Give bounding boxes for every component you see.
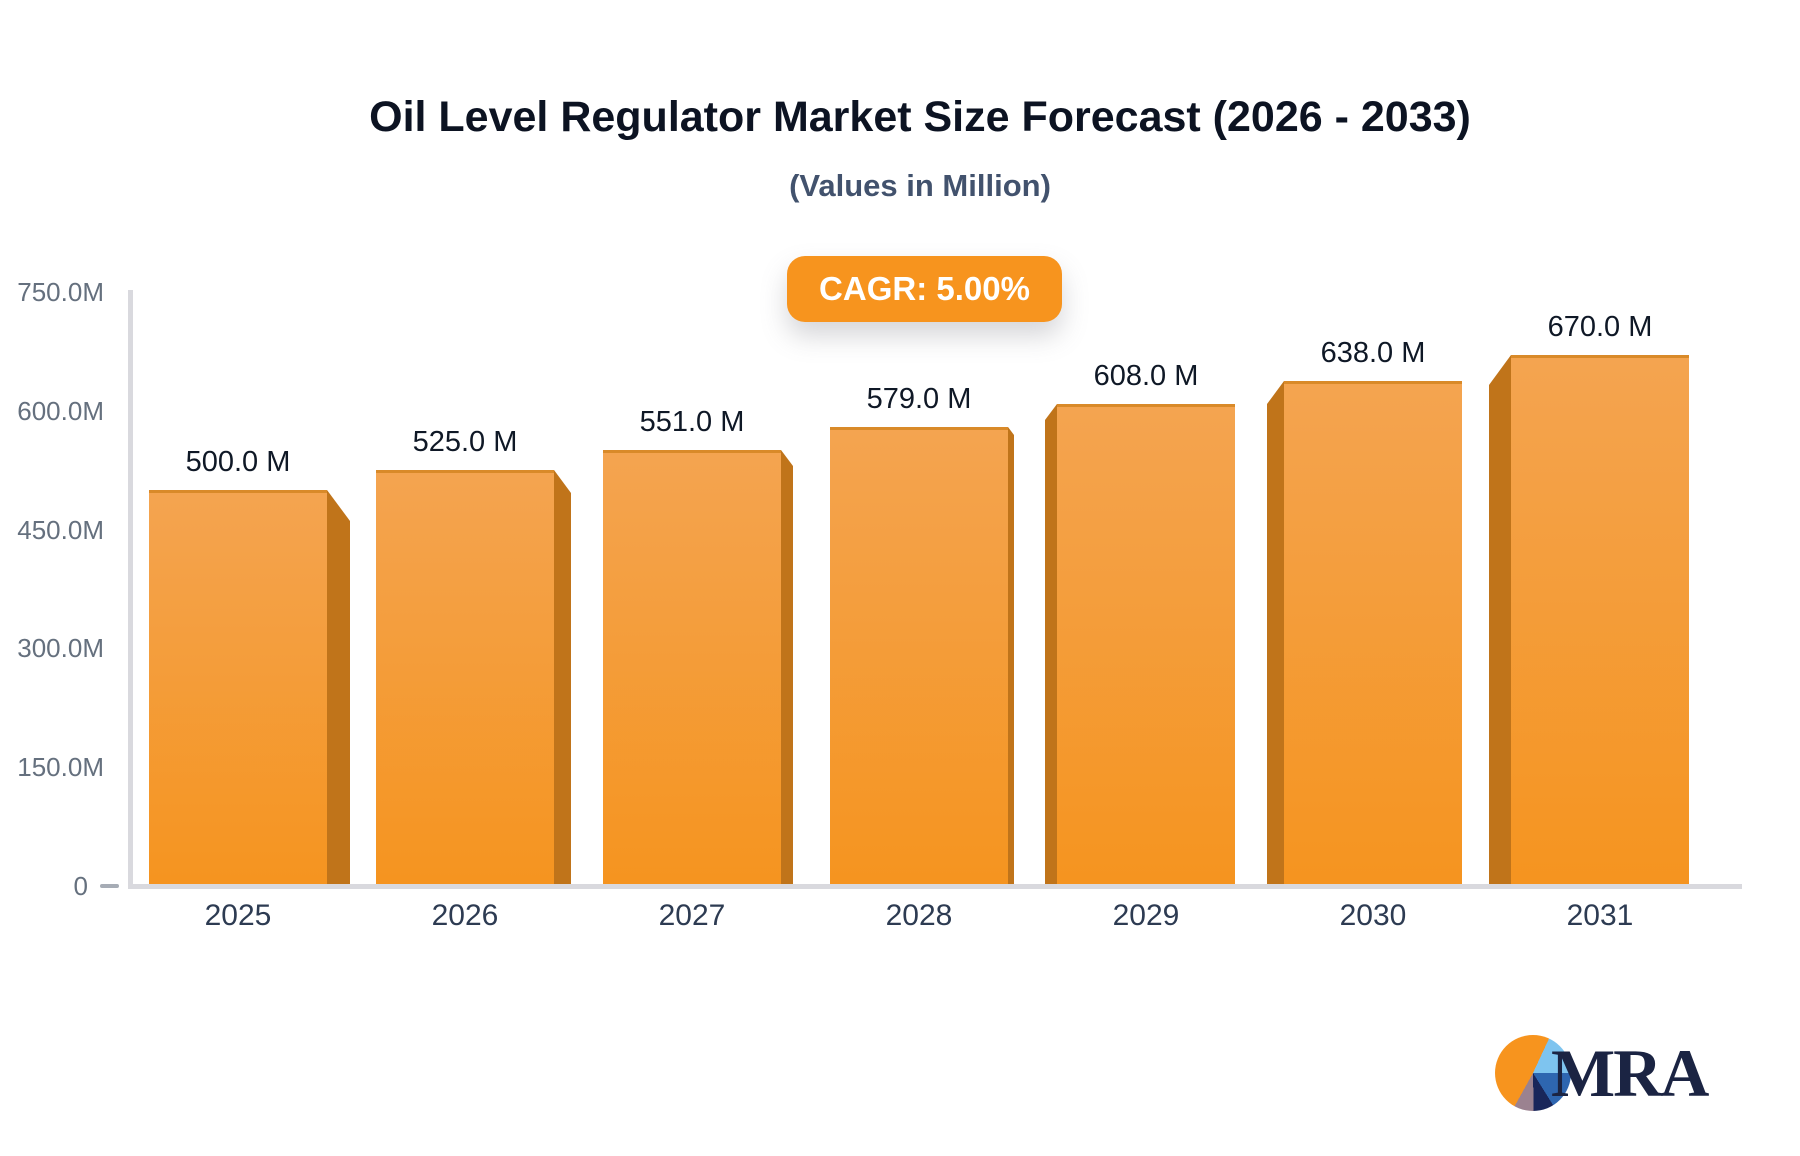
bar-2031 [1511,355,1689,888]
bar-2030 [1284,381,1462,888]
bar-side-3d [554,470,571,888]
y-axis-tick-label: 750.0M [17,277,104,307]
x-axis-label: 2029 [1112,899,1180,932]
brand-logo-text: MRA [1551,1035,1709,1111]
brand-logo: MRA [1495,1035,1755,1113]
chart-subtitle: (Values in Million) [789,168,1051,203]
bar-2026 [376,470,554,888]
bar-value-label: 579.0 M [866,383,972,415]
bar-2027 [603,450,781,888]
bar-2029 [1057,404,1235,888]
y-axis-tick-label: 150.0M [17,752,104,782]
bar-side-3d [781,450,793,888]
bar-2028 [830,427,1008,888]
bar-side-3d [1489,355,1511,888]
bar-value-label: 670.0 M [1547,311,1653,343]
pie-chart-logo-icon [1495,1035,1571,1111]
bar-2025 [149,490,327,888]
bar-value-label: 608.0 M [1093,360,1199,392]
bar-side-3d [327,490,350,888]
bar-value-label: 500.0 M [185,446,291,478]
bar-side-3d [1267,381,1284,888]
y-axis-tick-label: 0 [73,871,88,901]
y-axis-tick-label: 450.0M [17,515,104,545]
y-axis-tick-label: 300.0M [17,633,104,663]
y-axis-tick-label: 600.0M [17,396,104,426]
x-axis-label: 2026 [431,899,499,932]
bar-value-label: 551.0 M [639,406,745,438]
x-axis-label: 2030 [1339,899,1407,932]
bar-value-label: 525.0 M [412,426,518,458]
x-axis-label: 2027 [658,899,726,932]
zero-tick-mark [100,884,119,888]
bar-side-3d [1008,427,1014,888]
chart-title: Oil Level Regulator Market Size Forecast… [369,93,1471,141]
bar-value-label: 638.0 M [1320,337,1426,369]
x-axis-label: 2031 [1566,899,1634,932]
x-axis-label: 2025 [204,899,272,932]
cagr-badge: CAGR: 5.00% [787,256,1062,322]
x-axis-label: 2028 [885,899,953,932]
x-axis-line [128,884,1742,889]
bar-side-3d [1045,404,1057,888]
y-axis-line [128,290,133,889]
